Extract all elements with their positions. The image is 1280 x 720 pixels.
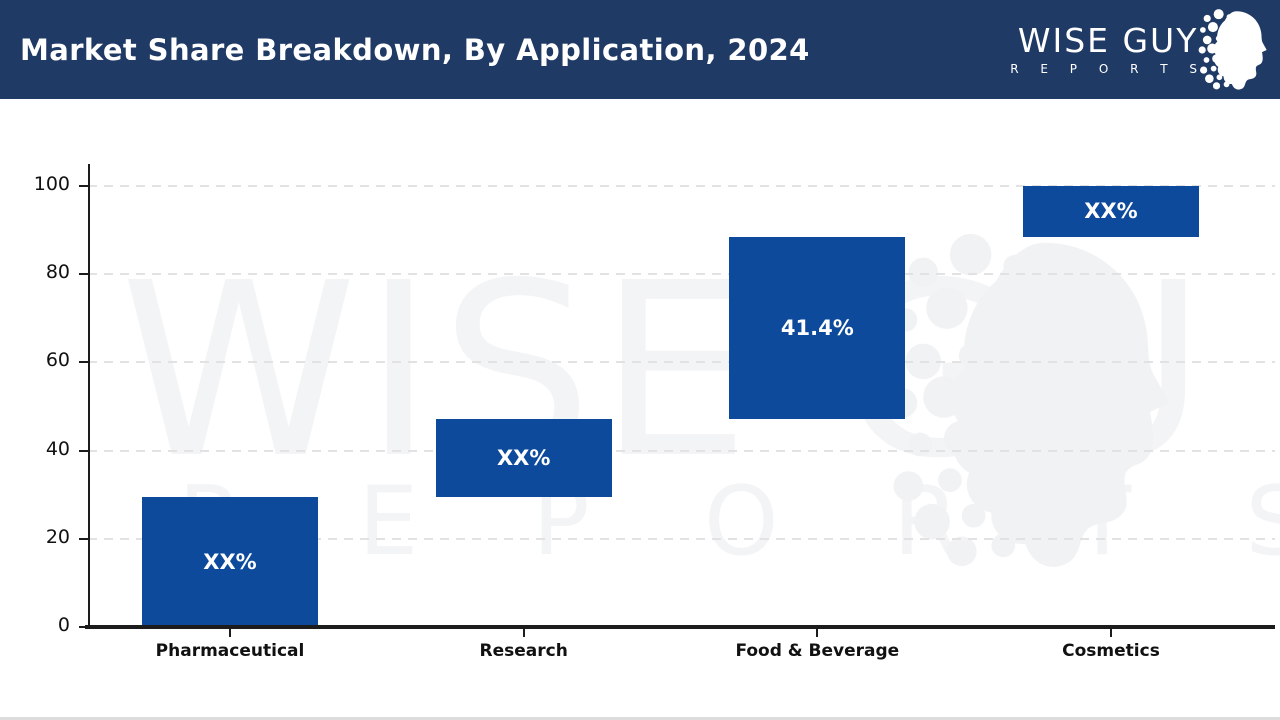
y-axis-line bbox=[88, 163, 90, 627]
y-tick-label-20: 20 bbox=[45, 525, 70, 548]
x-category-label-2: Food & Beverage bbox=[735, 641, 900, 661]
brand-head-icon bbox=[1198, 8, 1267, 90]
gridline-100 bbox=[88, 185, 1275, 187]
gridline-60 bbox=[88, 361, 1275, 364]
y-tick-label-0: 0 bbox=[57, 614, 70, 636]
bar-food-beverage: 41.4% bbox=[729, 236, 906, 420]
y-tick-mark-60 bbox=[79, 361, 88, 364]
x-tick-mark-0 bbox=[229, 629, 231, 637]
y-tick-label-100: 100 bbox=[33, 173, 70, 195]
x-category-label-1: Research bbox=[479, 641, 568, 661]
brand-name: WISE GUY bbox=[1017, 20, 1199, 60]
x-category-label-0: Pharmaceutical bbox=[155, 641, 305, 661]
y-tick-mark-0 bbox=[79, 626, 88, 628]
x-tick-mark-2 bbox=[816, 629, 819, 637]
x-category-label-3: Cosmetics bbox=[1062, 641, 1160, 661]
x-tick-mark-1 bbox=[522, 629, 525, 637]
brand-logo: WISE GUY R E P O R T S bbox=[1010, 7, 1270, 93]
bar-cosmetics: XX% bbox=[1023, 186, 1199, 237]
brand-logo-text: WISE GUY R E P O R T S bbox=[1010, 24, 1206, 76]
page-bottom-border bbox=[0, 717, 1280, 720]
bar-value-label: 41.4% bbox=[780, 315, 854, 340]
y-tick-label-40: 40 bbox=[45, 437, 70, 460]
chart-title: Market Share Breakdown, By Application, … bbox=[20, 32, 810, 67]
header-bar: Market Share Breakdown, By Application, … bbox=[0, 0, 1280, 99]
y-tick-mark-100 bbox=[79, 185, 88, 187]
bar-research: XX% bbox=[435, 419, 612, 498]
plot-area: WISE GU R E P O R T S 0 20 40 60 80 100 XX% Pha… bbox=[0, 99, 1280, 720]
y-tick-label-60: 60 bbox=[45, 349, 70, 372]
y-tick-mark-20 bbox=[79, 537, 88, 540]
brand-subtitle: R E P O R T S bbox=[1010, 61, 1206, 76]
bar-value-label: XX% bbox=[1084, 199, 1138, 224]
x-tick-mark-3 bbox=[1110, 629, 1112, 637]
y-tick-label-80: 80 bbox=[45, 261, 70, 284]
gridline-40 bbox=[88, 449, 1275, 452]
watermark-head-icon bbox=[887, 233, 1170, 567]
x-axis-line bbox=[85, 625, 1275, 629]
y-tick-mark-40 bbox=[79, 449, 88, 452]
bar-value-label: XX% bbox=[496, 446, 551, 471]
gridline-20 bbox=[88, 537, 1275, 540]
y-tick-mark-80 bbox=[79, 273, 88, 276]
bar-value-label: XX% bbox=[203, 550, 257, 575]
bar-pharmaceutical: XX% bbox=[142, 497, 318, 627]
gridline-80 bbox=[88, 273, 1275, 276]
